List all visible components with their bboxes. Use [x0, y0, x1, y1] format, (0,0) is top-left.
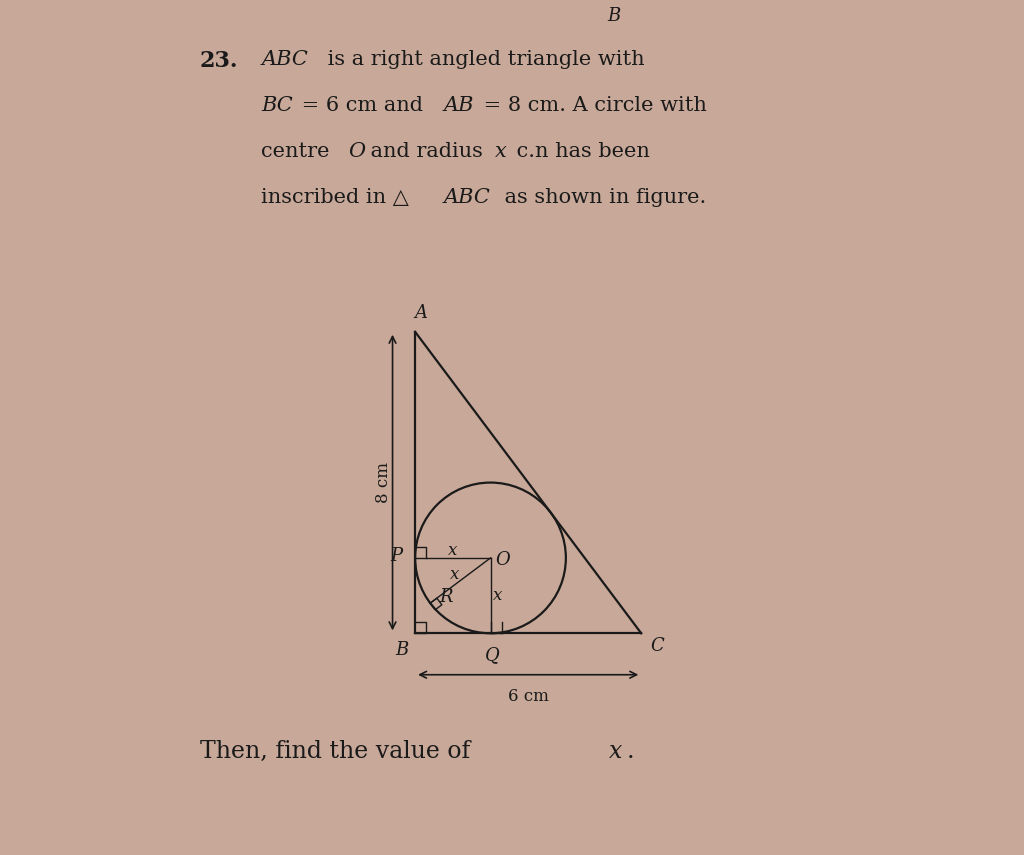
Text: is a right angled triangle with: is a right angled triangle with [321, 50, 644, 68]
Text: Q: Q [485, 646, 500, 664]
Text: = 6 cm and: = 6 cm and [295, 96, 429, 115]
Text: x: x [494, 587, 503, 604]
Text: x: x [449, 542, 458, 559]
Text: P: P [390, 547, 402, 565]
Text: AB: AB [443, 96, 474, 115]
Text: 6 cm: 6 cm [508, 688, 549, 705]
Text: c.n has been: c.n has been [510, 142, 650, 161]
Text: = 8 cm. A circle with: = 8 cm. A circle with [477, 96, 707, 115]
Text: 8 cm: 8 cm [375, 462, 391, 503]
Text: inscribed in △: inscribed in △ [261, 188, 409, 207]
Text: A: A [415, 304, 427, 322]
Text: B: B [395, 640, 409, 659]
Text: as shown in figure.: as shown in figure. [498, 188, 706, 207]
Text: ABC: ABC [443, 188, 490, 207]
Text: R: R [439, 588, 454, 606]
Text: BC: BC [261, 96, 293, 115]
Text: and radius: and radius [364, 142, 489, 161]
Text: x: x [495, 142, 506, 161]
Text: O: O [348, 142, 366, 161]
Text: O: O [495, 551, 510, 569]
Text: x: x [609, 740, 623, 763]
Text: Then, find the value of: Then, find the value of [200, 740, 477, 763]
Text: x: x [450, 566, 460, 583]
Text: C: C [650, 637, 665, 655]
Text: B: B [608, 7, 621, 25]
Text: centre: centre [261, 142, 336, 161]
Text: 23.: 23. [200, 50, 239, 72]
Text: .: . [627, 740, 634, 763]
Text: ABC: ABC [261, 50, 308, 68]
